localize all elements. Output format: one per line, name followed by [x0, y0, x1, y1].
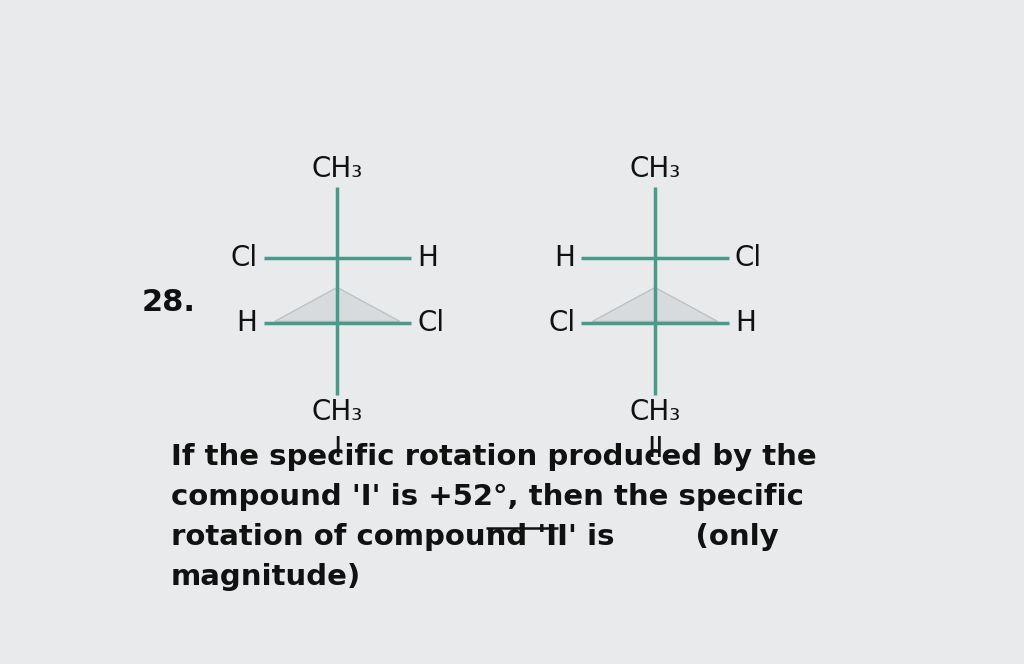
- Text: Cl: Cl: [230, 244, 257, 272]
- Text: Cl: Cl: [548, 309, 575, 337]
- Text: II: II: [647, 435, 664, 463]
- Text: CH₃: CH₃: [311, 155, 362, 183]
- Text: H: H: [554, 244, 575, 272]
- Text: compound 'I' is +52°, then the specific: compound 'I' is +52°, then the specific: [171, 483, 804, 511]
- Text: If the specific rotation produced by the: If the specific rotation produced by the: [171, 443, 816, 471]
- Text: Cl: Cl: [735, 244, 762, 272]
- Text: H: H: [237, 309, 257, 337]
- Polygon shape: [274, 288, 399, 321]
- Text: I: I: [333, 435, 341, 463]
- Text: rotation of compound 'II' is        (only: rotation of compound 'II' is (only: [171, 523, 778, 551]
- Text: CH₃: CH₃: [630, 398, 681, 426]
- Text: CH₃: CH₃: [630, 155, 681, 183]
- Text: 28.: 28.: [142, 288, 196, 317]
- Text: Cl: Cl: [417, 309, 444, 337]
- Text: H: H: [735, 309, 756, 337]
- Text: H: H: [417, 244, 438, 272]
- Text: CH₃: CH₃: [311, 398, 362, 426]
- Polygon shape: [593, 288, 718, 321]
- Text: magnitude): magnitude): [171, 563, 360, 591]
